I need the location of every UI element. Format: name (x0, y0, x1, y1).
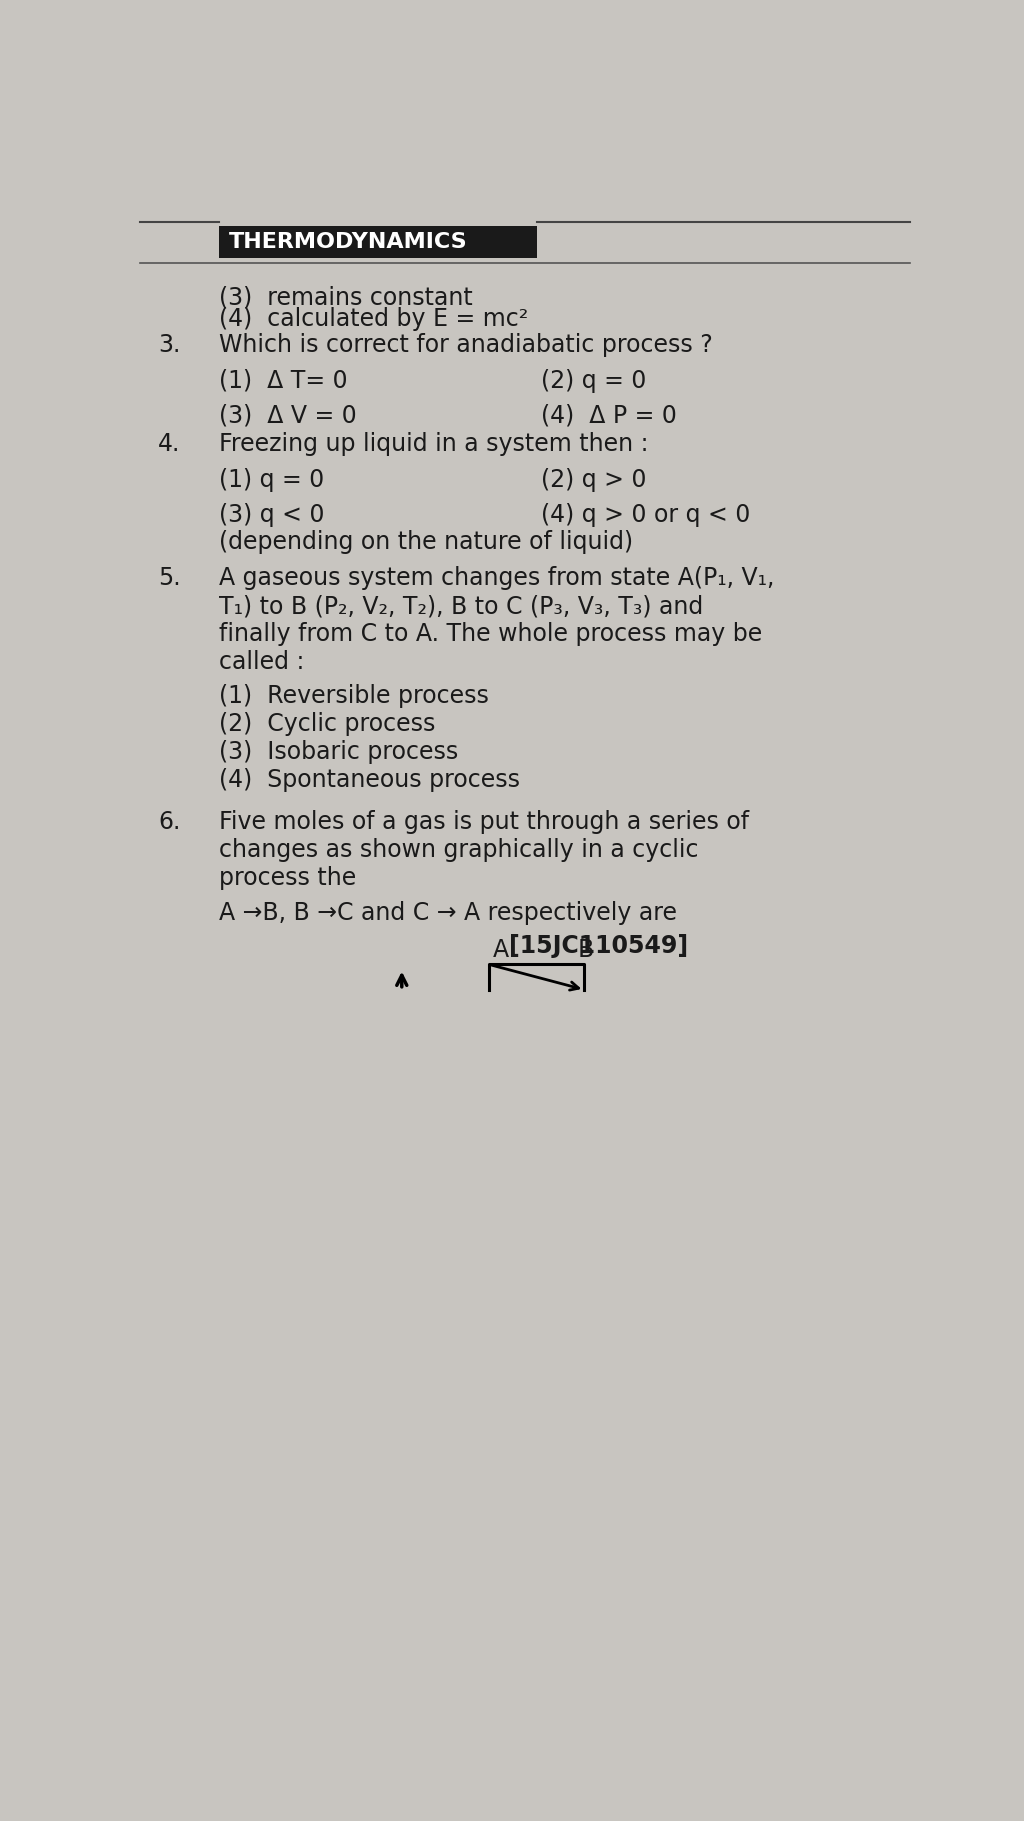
Text: A →B, B →C and C → A respectively are: A →B, B →C and C → A respectively are (219, 901, 677, 925)
Text: T₁) to B (P₂, V₂, T₂), B to C (P₃, V₃, T₃) and: T₁) to B (P₂, V₂, T₂), B to C (P₃, V₃, T… (219, 594, 703, 619)
Text: 6.: 6. (158, 810, 180, 834)
Text: A gaseous system changes from state A(P₁, V₁,: A gaseous system changes from state A(P₁… (219, 566, 774, 590)
Text: [15JC110549]: [15JC110549] (509, 934, 688, 958)
Text: process the: process the (219, 867, 356, 890)
Text: Which is correct for anadiabatic process ?: Which is correct for anadiabatic process… (219, 333, 713, 357)
Text: (3)  Δ V = 0: (3) Δ V = 0 (219, 404, 357, 428)
Text: Freezing up liquid in a system then :: Freezing up liquid in a system then : (219, 432, 649, 455)
Text: (1)  Reversible process: (1) Reversible process (219, 685, 489, 708)
Text: Five moles of a gas is put through a series of: Five moles of a gas is put through a ser… (219, 810, 750, 834)
Text: (1) q = 0: (1) q = 0 (219, 468, 325, 492)
Text: (3)  remains constant: (3) remains constant (219, 286, 473, 310)
Text: (4)  calculated by E = mc²: (4) calculated by E = mc² (219, 308, 528, 331)
Text: 4.: 4. (158, 432, 180, 455)
Text: 3.: 3. (158, 333, 180, 357)
Text: A: A (494, 938, 509, 961)
Text: (4)  Δ P = 0: (4) Δ P = 0 (541, 404, 677, 428)
Text: changes as shown graphically in a cyclic: changes as shown graphically in a cyclic (219, 838, 698, 863)
Text: 5.: 5. (158, 566, 181, 590)
Text: (2) q > 0: (2) q > 0 (541, 468, 646, 492)
Text: (4) q > 0 or q < 0: (4) q > 0 or q < 0 (541, 503, 750, 526)
Text: (depending on the nature of liquid): (depending on the nature of liquid) (219, 530, 634, 554)
Text: (4)  Spontaneous process: (4) Spontaneous process (219, 768, 520, 792)
Text: finally from C to A. The whole process may be: finally from C to A. The whole process m… (219, 623, 763, 646)
Text: called :: called : (219, 650, 304, 674)
Text: (2)  Cyclic process: (2) Cyclic process (219, 712, 435, 736)
Text: (1)  Δ T= 0: (1) Δ T= 0 (219, 368, 348, 393)
Text: (3)  Isobaric process: (3) Isobaric process (219, 739, 459, 765)
Bar (219, 226, 537, 259)
Text: B: B (578, 938, 594, 961)
Text: (2) q = 0: (2) q = 0 (541, 368, 646, 393)
Text: (3) q < 0: (3) q < 0 (219, 503, 325, 526)
Text: THERMODYNAMICS: THERMODYNAMICS (228, 231, 467, 251)
